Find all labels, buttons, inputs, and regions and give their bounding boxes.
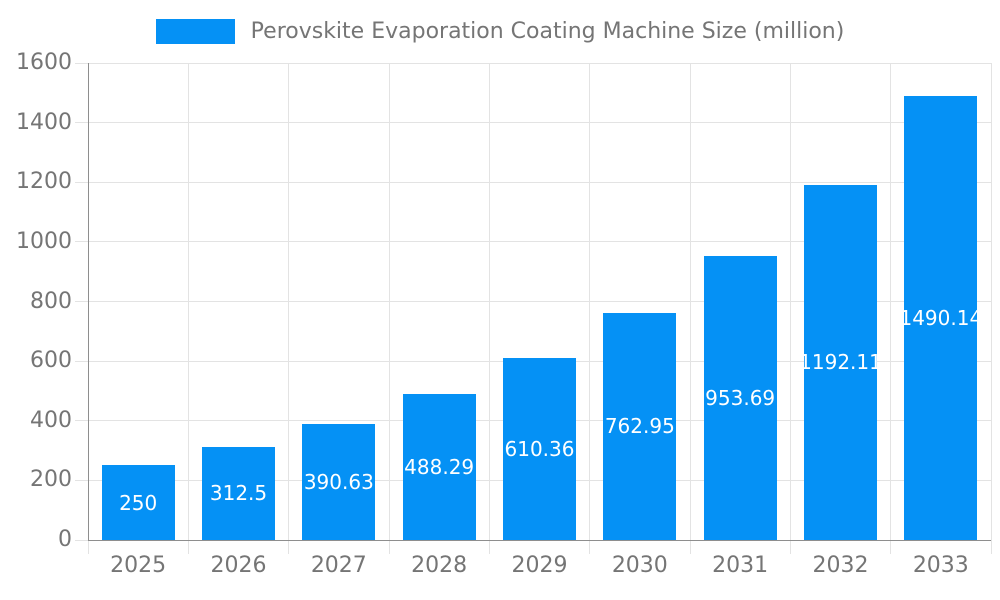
- y-axis-tick-label: 1600: [16, 50, 72, 75]
- gridline-horizontal: [88, 62, 991, 64]
- gridline-horizontal: [88, 181, 991, 183]
- bar-2025[interactable]: 250: [101, 465, 175, 540]
- gridline-vertical: [388, 63, 390, 554]
- plot-area: 250 312.5 390.63 488.29 610.36 762.95 953.69 11…: [87, 62, 992, 554]
- y-axis-tick: [75, 360, 88, 362]
- y-axis-tick-label: 0: [58, 527, 72, 552]
- legend-label: Perovskite Evaporation Coating Machine S…: [250, 18, 845, 44]
- x-axis-line: [88, 540, 991, 541]
- x-axis-tick-label: 2027: [310, 553, 367, 578]
- y-axis-tick-label: 800: [30, 288, 72, 314]
- x-axis-tick-label: 2025: [110, 553, 167, 578]
- x-axis-tick-label: 2028: [411, 553, 468, 578]
- y-axis-tick: [75, 241, 88, 243]
- y-axis-tick-label: 600: [30, 348, 72, 374]
- bar-value-label: 250: [119, 490, 158, 515]
- gridline-vertical: [789, 63, 791, 554]
- bar-2029[interactable]: 610.36: [503, 358, 576, 540]
- bar-value-label: 610.36: [504, 437, 575, 462]
- gridline-horizontal: [88, 301, 991, 302]
- bar-value-label: 762.95: [604, 414, 675, 439]
- x-axis-tick-label: 2026: [210, 553, 267, 578]
- gridline-vertical: [689, 63, 691, 554]
- legend-swatch: [155, 18, 235, 44]
- x-axis-tick-label: 2029: [511, 553, 568, 578]
- bar-2028[interactable]: 488.29: [402, 394, 476, 540]
- bar-2027[interactable]: 390.63: [302, 423, 376, 540]
- bar-value-label: 1192.11: [799, 350, 882, 375]
- y-axis-tick: [75, 420, 88, 422]
- y-axis-tick: [75, 62, 88, 64]
- gridline-vertical: [990, 63, 992, 554]
- bar-value-label: 312.5: [209, 481, 268, 506]
- x-axis-tick-label: 2031: [712, 553, 769, 578]
- bar-2030[interactable]: 762.95: [603, 312, 677, 540]
- y-axis-tick: [75, 479, 88, 481]
- legend[interactable]: Perovskite Evaporation Coating Machine S…: [0, 17, 1000, 45]
- x-axis-tick-label: 2033: [912, 553, 969, 578]
- y-axis-tick: [75, 539, 88, 541]
- y-axis-tick-label: 1000: [16, 228, 72, 254]
- gridline-vertical: [187, 63, 189, 554]
- bar-value-label: 1490.14: [899, 305, 983, 330]
- y-axis-line: [88, 63, 89, 540]
- y-axis-tick-label: 1200: [16, 169, 72, 195]
- y-axis-tick-label: 200: [30, 467, 72, 493]
- y-axis-tick: [75, 301, 88, 302]
- gridline-vertical: [288, 63, 290, 554]
- y-axis-tick-label: 400: [30, 407, 72, 433]
- bar-2031[interactable]: 953.69: [703, 255, 777, 540]
- gridline-horizontal: [88, 241, 991, 243]
- gridline-horizontal: [88, 122, 991, 124]
- bar-2026[interactable]: 312.5: [202, 446, 275, 540]
- x-axis-tick-label: 2030: [611, 553, 668, 578]
- bar-value-label: 953.69: [705, 385, 776, 410]
- bar-2032[interactable]: 1192.11: [799, 184, 882, 540]
- y-axis-tick-label: 1400: [16, 109, 72, 135]
- gridline-vertical: [890, 63, 892, 554]
- gridline-vertical: [589, 63, 591, 554]
- y-axis-tick: [75, 181, 88, 183]
- bar-2033[interactable]: 1490.14: [899, 95, 982, 540]
- bar-value-label: 390.63: [303, 469, 374, 494]
- y-axis-tick: [75, 122, 88, 124]
- bar-value-label: 488.29: [404, 455, 475, 480]
- gridline-vertical: [488, 63, 490, 554]
- x-axis-tick-label: 2032: [812, 553, 869, 578]
